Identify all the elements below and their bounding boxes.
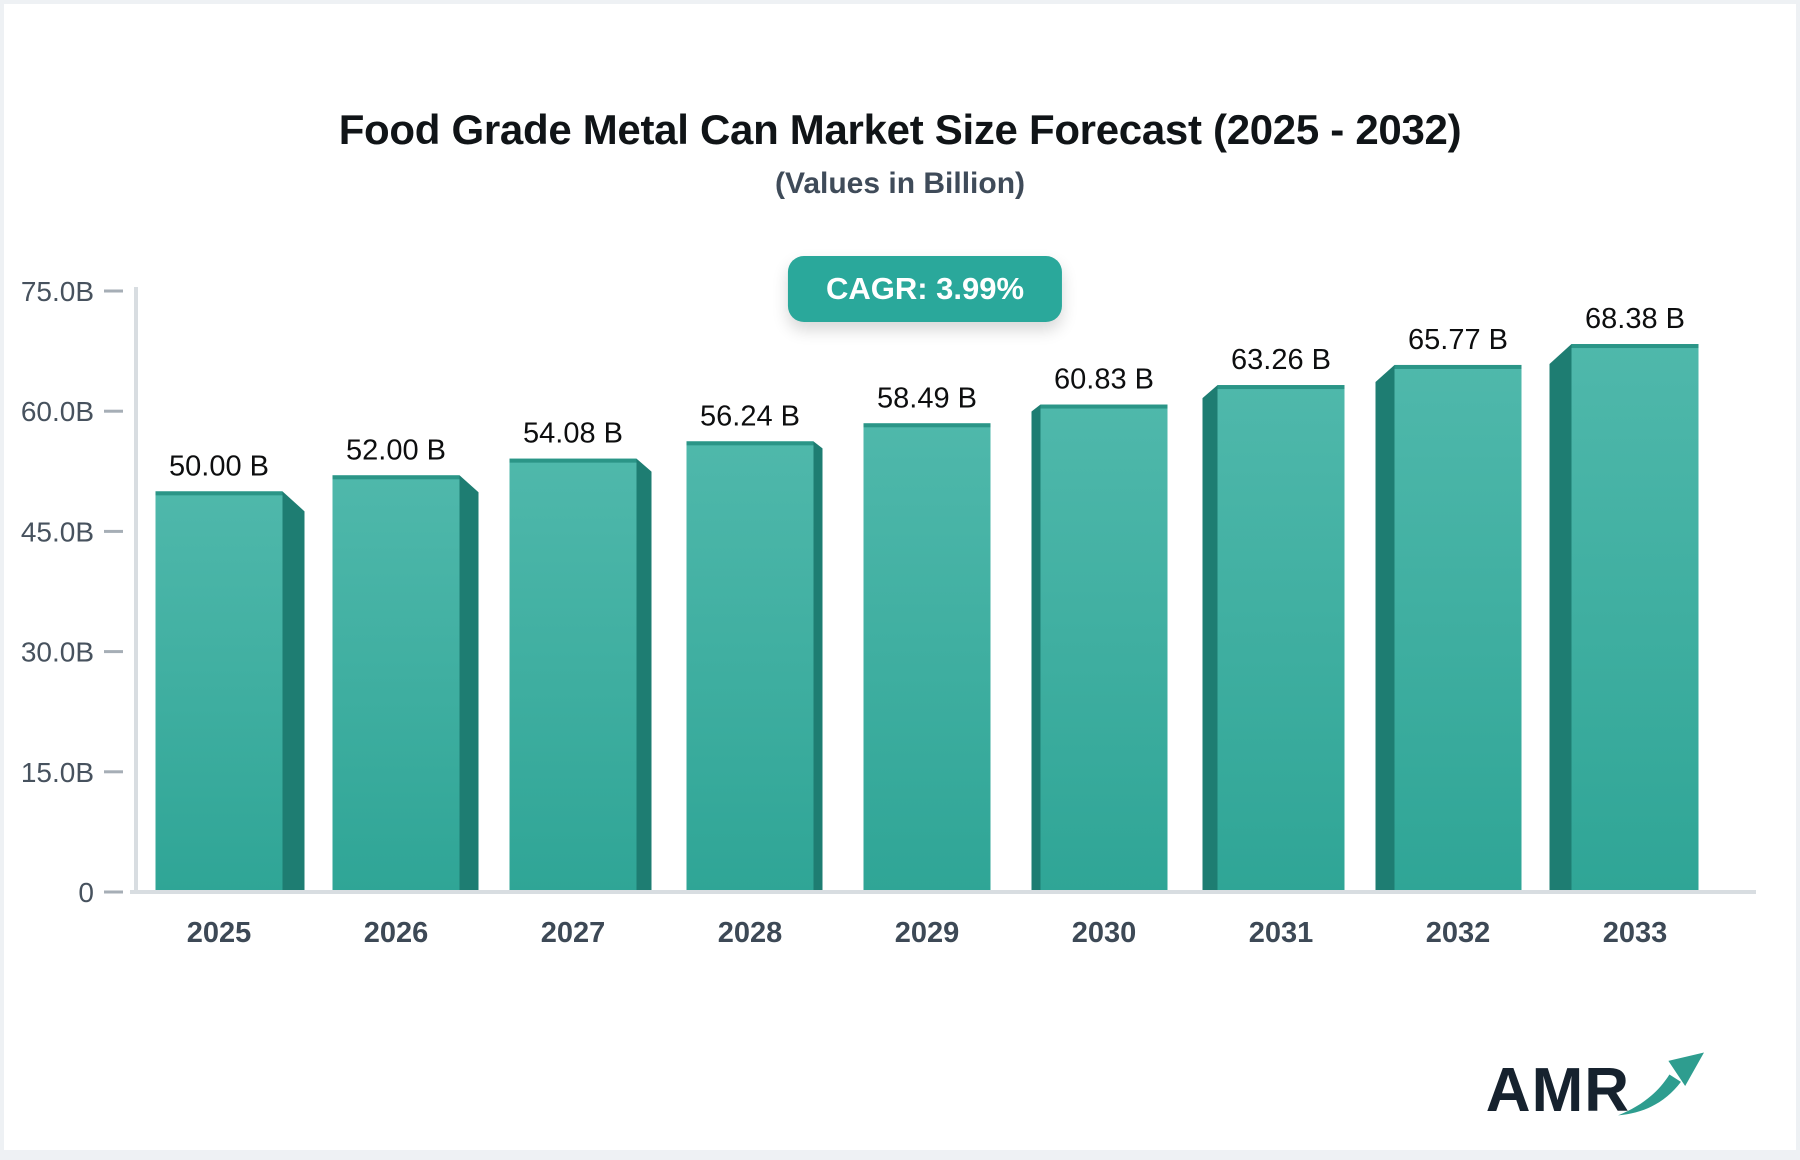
bar-value-label: 54.08 B: [523, 418, 623, 450]
bar-value-label: 52.00 B: [346, 434, 446, 466]
bar-group-2033: 68.38 B 2033: [1549, 303, 1699, 949]
chart-subtitle: (Values in Billion): [774, 167, 1026, 200]
y-tick-mark: [104, 890, 123, 894]
bar-top-edge: [332, 475, 460, 480]
cagr-badge-label: CAGR: 3.99%: [825, 271, 1025, 306]
y-axis-line: [134, 287, 138, 894]
bar-front-face: [686, 441, 814, 892]
bar-group-2031: 63.26 B 2031: [1202, 344, 1345, 949]
y-axis-label: 60.0B: [21, 396, 94, 427]
bars: 50.00 B 2025 52.00 B 2026 54.08 B 2027 56.24 B…: [155, 303, 1699, 949]
bar-top-edge: [863, 423, 991, 428]
bar-side-face: [282, 491, 305, 892]
y-tick-mark: [104, 289, 123, 293]
y-tick-mark: [104, 409, 123, 413]
bar-side-face: [636, 458, 652, 892]
bar-side-face: [1202, 385, 1218, 892]
y-axis-label: 45.0B: [21, 516, 94, 547]
bar-front-face: [155, 491, 283, 892]
bar-side-face: [1375, 364, 1395, 892]
bar-group-2029: 58.49 B 2029: [863, 382, 991, 949]
bar-front-face: [509, 458, 637, 892]
bar-value-label: 60.83 B: [1054, 364, 1154, 396]
bar-top-edge: [509, 458, 637, 463]
cagr-badge: CAGR: 3.99%: [787, 256, 1063, 322]
x-axis-label: 2031: [1249, 917, 1314, 949]
bar-value-label: 50.00 B: [169, 450, 269, 482]
bar-group-2027: 54.08 B 2027: [509, 418, 652, 949]
x-axis-label: 2032: [1426, 917, 1491, 949]
bar-side-face: [459, 475, 479, 892]
bar-top-edge: [1217, 385, 1345, 390]
bar-group-2026: 52.00 B 2026: [332, 434, 479, 949]
y-tick-mark: [104, 650, 123, 654]
bar-group-2032: 65.77 B 2032: [1375, 324, 1522, 949]
y-axis: 75.0B 60.0B 45.0B 30.0B 15.0B 0: [21, 276, 138, 908]
y-tick-mark: [104, 529, 123, 533]
y-axis-label: 15.0B: [21, 757, 94, 788]
x-axis-label: 2029: [895, 917, 960, 949]
bar-top-edge: [1040, 404, 1168, 409]
bar-side-face: [1031, 404, 1041, 892]
y-axis-label: 0: [78, 877, 94, 908]
bar-front-face: [1040, 404, 1168, 892]
bar-value-label: 68.38 B: [1585, 303, 1685, 335]
x-axis-label: 2027: [541, 917, 606, 949]
y-axis-label: 75.0B: [21, 276, 94, 307]
chart-card: Food Grade Metal Can Market Size Forecas…: [4, 4, 1796, 1150]
bar-value-label: 65.77 B: [1408, 324, 1508, 356]
bar-value-label: 58.49 B: [877, 382, 977, 414]
bar-front-face: [863, 423, 991, 892]
bar-front-face: [1217, 385, 1345, 892]
x-axis-line: [130, 890, 1756, 894]
bar-group-2028: 56.24 B 2028: [686, 400, 823, 949]
bar-value-label: 56.24 B: [700, 400, 800, 432]
bar-side-face: [1549, 344, 1572, 892]
bar-front-face: [1571, 344, 1699, 892]
bar-top-edge: [155, 491, 283, 496]
bar-side-face: [813, 441, 823, 892]
bar-front-face: [332, 475, 460, 892]
bar-front-face: [1394, 364, 1522, 892]
bar-top-edge: [1571, 344, 1699, 349]
x-axis-label: 2026: [364, 917, 429, 949]
bar-value-label: 63.26 B: [1231, 344, 1331, 376]
y-tick-mark: [104, 770, 123, 774]
bar-top-edge: [686, 441, 814, 446]
x-axis-label: 2033: [1603, 917, 1668, 949]
growth-arrow-icon: [1618, 1052, 1704, 1116]
x-axis-label: 2025: [187, 917, 252, 949]
y-axis-label: 30.0B: [21, 637, 94, 668]
bar-group-2030: 60.83 B 2030: [1031, 364, 1168, 949]
amr-logo-text: AMR: [1485, 1056, 1630, 1125]
x-axis-label: 2028: [718, 917, 783, 949]
x-axis-label: 2030: [1072, 917, 1137, 949]
bar-chart: 75.0B 60.0B 45.0B 30.0B 15.0B 0 50.00 B 2025 52.…: [21, 276, 1756, 949]
bar-top-edge: [1394, 364, 1522, 369]
amr-logo: AMR: [1486, 1050, 1704, 1122]
bar-group-2025: 50.00 B 2025: [155, 450, 305, 949]
chart-title: Food Grade Metal Can Market Size Forecas…: [338, 106, 1462, 153]
